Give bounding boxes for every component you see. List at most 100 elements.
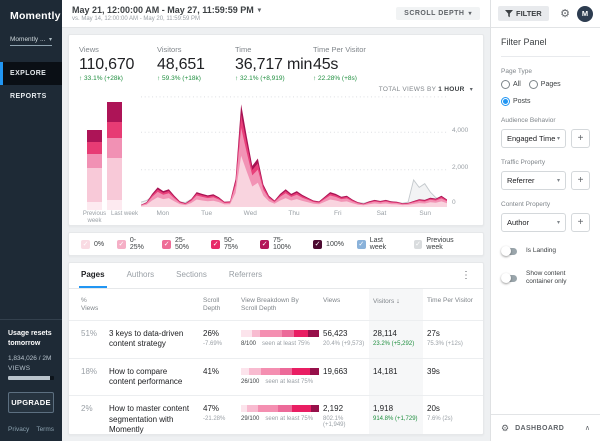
add-content-property-button[interactable]: +	[571, 213, 590, 232]
row-scroll-depth: 41%	[199, 359, 237, 396]
radio-all[interactable]: All	[501, 80, 521, 89]
checkbox-last-week[interactable]: ✓Last week	[357, 237, 401, 251]
toggle-switch[interactable]	[501, 273, 519, 283]
tab-sections[interactable]: Sections	[174, 263, 209, 288]
table-row[interactable]: 2%How to master content segmentation wit…	[69, 395, 483, 435]
checkbox-0-[interactable]: ✓0%	[81, 237, 104, 251]
bar-segment	[310, 368, 319, 375]
checkbox-previous-week[interactable]: ✓Previous week	[414, 237, 471, 251]
col-views[interactable]: Views	[319, 289, 369, 320]
metric-label: Time	[235, 45, 313, 54]
col-views-pct[interactable]: % Views	[77, 289, 105, 320]
checkbox-box[interactable]: ✓	[162, 240, 171, 249]
filter-panel-body: Filter Panel Page Type AllPagesPosts Aud…	[491, 28, 600, 414]
checkbox-0-25-[interactable]: ✓0-25%	[117, 237, 149, 251]
y-tick-2000: 2,000	[452, 164, 468, 171]
bar-segment	[261, 368, 280, 375]
bar-labels: Previous week Last week	[81, 211, 138, 225]
content-property-select[interactable]: Author▾	[501, 213, 566, 232]
radio-pages[interactable]: Pages	[529, 80, 561, 89]
kebab-menu-icon[interactable]: ⋮	[459, 270, 473, 281]
filter-toggles: Is Landing Show content container only	[501, 246, 590, 287]
table-row[interactable]: 51%3 keys to data-driven content strateg…	[69, 320, 483, 358]
chevron-up-icon: ∧	[585, 424, 590, 432]
tab-referrers[interactable]: Referrers	[227, 263, 264, 288]
checkbox-box[interactable]: ✓	[81, 240, 90, 249]
date-range-text: May 21, 12:00:00 AM - May 27, 11:59:59 P…	[72, 5, 254, 15]
col-scroll-depth[interactable]: Scroll Depth	[199, 289, 237, 320]
radio-button[interactable]	[501, 80, 510, 89]
radio-button[interactable]	[501, 97, 510, 106]
checkbox-box[interactable]: ✓	[211, 240, 220, 249]
add-audience-behavior-button[interactable]: +	[571, 129, 590, 148]
user-avatar[interactable]: M	[577, 6, 593, 22]
radio-posts[interactable]: Posts	[501, 97, 531, 106]
row-breakdown: 26/100seen at least 75%	[237, 359, 319, 396]
workspace-selector[interactable]: Momently ... ▾	[10, 36, 52, 46]
bar-segment	[252, 330, 260, 337]
filter-sections: Audience BehaviorEngaged Time▾+Traffic P…	[501, 117, 590, 232]
toggle-switch[interactable]	[501, 246, 519, 256]
row-scroll-depth-delta: -21.28%	[203, 416, 233, 422]
breakdown-caption: 8/100seen at least 75%	[241, 341, 315, 347]
chevron-down-icon[interactable]: ▾	[470, 87, 473, 93]
views-chart[interactable]: MonTueWedThuFriSatSun	[141, 95, 447, 223]
col-breakdown[interactable]: View Breakdown By Scroll Depth	[237, 289, 319, 320]
row-title[interactable]: How to compare content performance	[105, 359, 199, 396]
scroll-depth-breakdown-bar	[241, 368, 319, 375]
col-visitors[interactable]: Visitors↓	[369, 289, 423, 320]
row-visitors: 14,181	[369, 359, 423, 396]
col-time-per-visitor[interactable]: Time Per Visitor	[423, 289, 477, 320]
row-tpv-delta: 75.3% (+12s)	[427, 341, 471, 347]
traffic-property-row: Referrer▾ +	[501, 171, 590, 190]
traffic-property-select[interactable]: Referrer▾	[501, 171, 566, 190]
toggle-is-landing[interactable]: Is Landing	[501, 246, 590, 256]
content-property-row: Author▾ +	[501, 213, 590, 232]
filter-button[interactable]: FILTER	[498, 6, 549, 21]
bar-segment	[107, 122, 122, 138]
toggle-show-content-container-only[interactable]: Show content container only	[501, 270, 590, 287]
audience-behavior-select[interactable]: Engaged Time▾	[501, 129, 566, 148]
toggle-knob	[501, 246, 511, 256]
dashboard-bar[interactable]: ⚙ DASHBOARD ∧	[491, 414, 600, 441]
up-arrow-icon: ↑	[313, 75, 316, 82]
app-logo: Momently	[0, 0, 62, 22]
date-range-picker[interactable]: May 21, 12:00:00 AM - May 27, 11:59:59 P…	[72, 5, 261, 22]
metric-delta: ↑ 59.3% (+18k)	[157, 75, 235, 82]
scroll-depth-dropdown[interactable]: SCROLL DEPTH ▾	[396, 7, 480, 20]
checkbox-box[interactable]: ✓	[313, 240, 322, 249]
checkbox-label: 50-75%	[224, 237, 247, 251]
checkbox-box[interactable]: ✓	[414, 240, 423, 249]
privacy-link[interactable]: Privacy	[8, 426, 29, 433]
scroll-depth-band	[141, 104, 447, 207]
sidebar-item-explore[interactable]: EXPLORE	[0, 62, 62, 85]
add-traffic-property-button[interactable]: +	[571, 171, 590, 190]
tab-authors[interactable]: Authors	[125, 263, 157, 288]
settings-gear-icon[interactable]: ⚙	[560, 7, 570, 20]
up-arrow-icon: ↑	[79, 75, 82, 82]
checkbox-50-75-[interactable]: ✓ 50-75%	[211, 237, 247, 251]
select-value: Engaged Time	[507, 134, 555, 143]
interval-dropdown[interactable]: 1 HOUR	[438, 86, 464, 93]
radio-button[interactable]	[529, 80, 538, 89]
total-views-by-label: TOTAL VIEWS BY	[379, 86, 436, 93]
metric-card: Time36,717 min↑ 32.1% (+8,919)	[235, 45, 313, 82]
row-title[interactable]: 3 keys to data-driven content strategy	[105, 321, 199, 358]
checkbox-box[interactable]: ✓	[117, 240, 126, 249]
views-area-chart[interactable]	[141, 95, 447, 207]
checkbox-75-100-[interactable]: ✓75-100%	[260, 237, 300, 251]
table-row[interactable]: 18%How to compare content performance41%…	[69, 358, 483, 396]
sidebar-item-reports[interactable]: REPORTS	[0, 85, 62, 108]
terms-link[interactable]: Terms	[36, 426, 54, 433]
row-title[interactable]: How to master content segmentation with …	[105, 396, 199, 435]
upgrade-button[interactable]: UPGRADE	[8, 392, 54, 413]
row-tpv: 27s75.3% (+12s)	[423, 321, 475, 358]
bar-segment	[282, 330, 294, 337]
row-views-value: 2,192	[323, 404, 365, 413]
metric-card: Visitors48,651↑ 59.3% (+18k)	[157, 45, 235, 82]
checkbox-25-50-[interactable]: ✓25-50%	[162, 237, 198, 251]
checkbox-box[interactable]: ✓	[357, 240, 366, 249]
tab-pages[interactable]: Pages	[79, 263, 107, 288]
checkbox-box[interactable]: ✓	[260, 240, 269, 249]
checkbox-100-[interactable]: ✓100%	[313, 237, 344, 251]
